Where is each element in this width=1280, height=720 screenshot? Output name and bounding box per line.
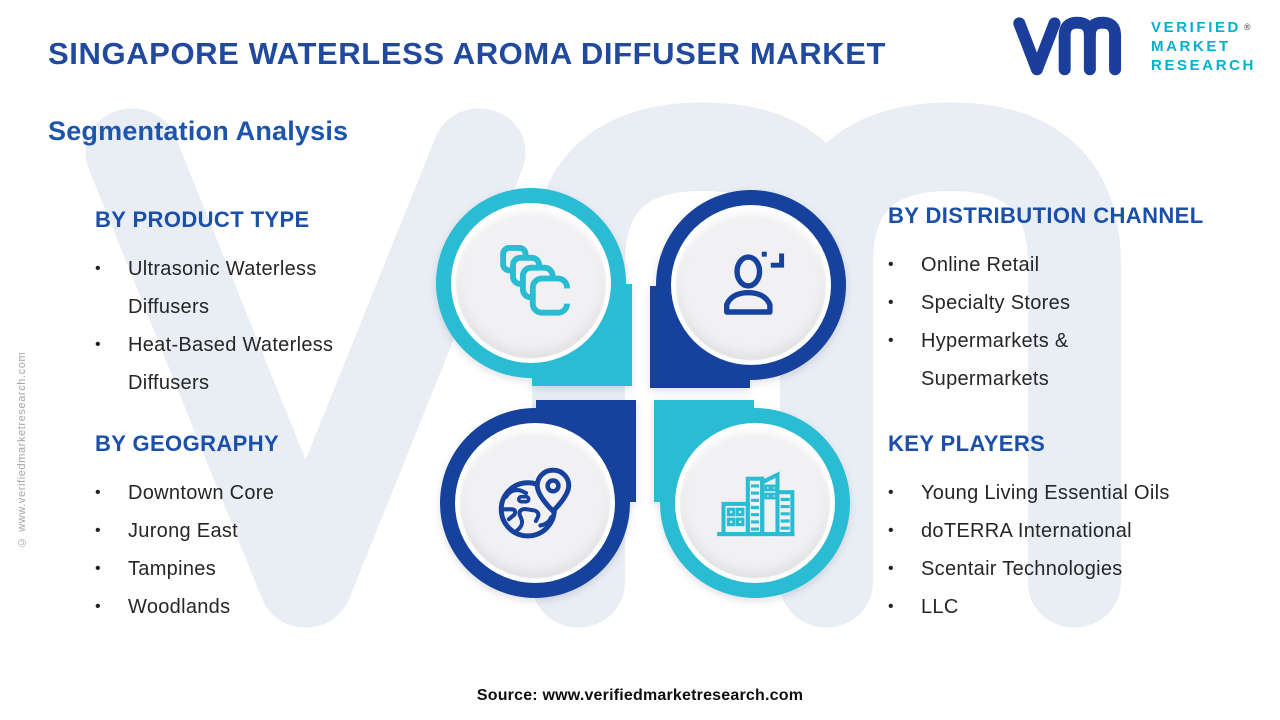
registered-mark: ® (1244, 21, 1251, 32)
list-item-label: Online Retail (921, 254, 1040, 276)
stacked-squares-icon (500, 244, 572, 316)
section-heading: BY DISTRIBUTION CHANNEL (888, 203, 1204, 228)
person-icon (724, 251, 785, 315)
subtitle: Segmentation Analysis (48, 116, 349, 146)
bullet-list: • Online Retail • Specialty Stores • Hypermar… (888, 246, 1260, 398)
list-item: • Tampines (95, 550, 405, 588)
list-item-label: Tampines (128, 558, 216, 580)
list-item-label: Woodlands (128, 596, 231, 618)
page-title: SINGAPORE WATERLESS AROMA DIFFUSER MARKE… (48, 36, 887, 71)
list-item: • Scentair Technologies (888, 550, 1260, 588)
bullet-dot: • (888, 332, 894, 349)
list-item: • Downtown Core (95, 474, 405, 512)
list-item-label: Heat-Based Waterless Diffusers (128, 334, 334, 394)
list-item: • LLC (888, 588, 1260, 626)
list-item-label: Scentair Technologies (921, 558, 1123, 580)
section-heading: KEY PLAYERS (888, 431, 1046, 456)
list-item: • Young Living Essential Oils (888, 474, 1260, 512)
list-item: • Jurong East (95, 512, 405, 550)
section-key-players: KEY PLAYERS • Young Living Essential Oils… (888, 430, 1260, 626)
vmr-logo: VERIFIED ® MARKET RESEARCH (1013, 14, 1256, 78)
list-item: • Woodlands (95, 588, 405, 626)
logo-wordmark: VERIFIED ® MARKET RESEARCH (1151, 18, 1256, 75)
list-item-label: Downtown Core (128, 482, 275, 504)
bullet-dot: • (888, 560, 894, 577)
bullet-list: • Ultrasonic Waterless Diffusers • Heat-Bas… (95, 250, 405, 402)
list-item: • Ultrasonic Waterless Diffusers (95, 250, 405, 326)
list-item: • doTERRA International (888, 512, 1260, 550)
section-product-type: BY PRODUCT TYPE • Ultrasonic Waterless Di… (95, 206, 405, 402)
bullet-dot: • (95, 336, 101, 353)
list-item-label: doTERRA International (921, 520, 1132, 542)
buildings-icon (717, 471, 795, 537)
logo-line-research: RESEARCH (1151, 56, 1256, 74)
list-item-label: Ultrasonic Waterless Diffusers (128, 258, 317, 318)
quadrant-product-type (436, 188, 632, 386)
bullet-dot: • (95, 260, 101, 277)
bullet-dot: • (95, 522, 101, 539)
list-item: • Heat-Based Waterless Diffusers (95, 326, 405, 402)
bullet-list: • Young Living Essential Oils • doTERRA Int… (888, 474, 1260, 626)
list-item-label: Young Living Essential Oils (921, 482, 1170, 504)
quadrant-key-players (654, 400, 850, 598)
bullet-dot: • (888, 294, 894, 311)
list-item: • Hypermarkets & Supermarkets (888, 322, 1260, 398)
section-geography: BY GEOGRAPHY • Downtown Core • Jurong East •… (95, 430, 405, 626)
bullet-dot: • (95, 598, 101, 615)
vm-monogram-icon (1013, 16, 1122, 76)
list-item-label: Hypermarkets & Supermarkets (921, 330, 1069, 390)
section-heading: BY PRODUCT TYPE (95, 207, 310, 232)
quadrant-geography (440, 400, 636, 598)
bullet-dot: • (888, 522, 894, 539)
bullet-dot: • (95, 560, 101, 577)
list-item: • Specialty Stores (888, 284, 1260, 322)
section-distribution-channel: BY DISTRIBUTION CHANNEL • Online Retail • S… (888, 202, 1260, 398)
bullet-dot: • (888, 484, 894, 501)
quadrant-distribution-channel (650, 190, 846, 388)
bullet-dot: • (888, 256, 894, 273)
bullet-list: • Downtown Core • Jurong East • Tampines • Wood… (95, 474, 405, 626)
list-item: • Online Retail (888, 246, 1260, 284)
copyright-vertical-text: © www.verifiedmarketresearch.com (16, 351, 28, 548)
list-item-label: Jurong East (128, 520, 239, 542)
logo-line-verified: VERIFIED ® (1151, 18, 1251, 36)
bullet-dot: • (888, 598, 894, 615)
footer-source: Source: www.verifiedmarketresearch.com (476, 687, 804, 704)
section-heading: BY GEOGRAPHY (95, 431, 280, 456)
bullet-dot: • (95, 484, 101, 501)
globe-location-icon (498, 467, 572, 539)
list-item-label: LLC (921, 596, 959, 618)
list-item-label: Specialty Stores (921, 292, 1071, 314)
logo-line-market: MARKET (1151, 37, 1231, 55)
